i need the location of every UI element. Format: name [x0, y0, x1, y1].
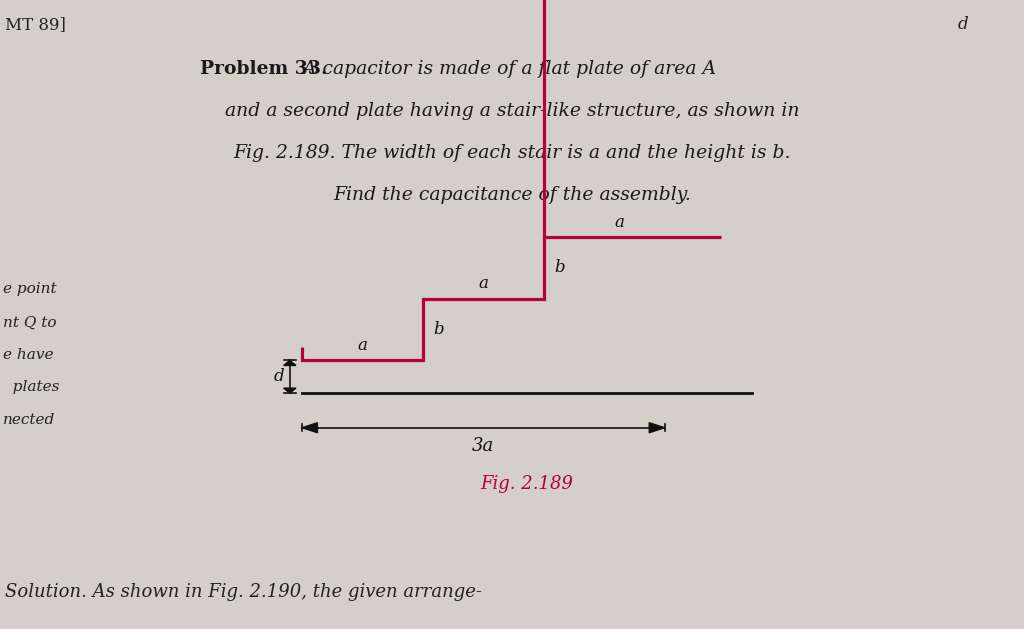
Text: Fig. 2.189. The width of each stair is a and the height is b.: Fig. 2.189. The width of each stair is a… — [233, 144, 791, 162]
Text: and a second plate having a stair-like structure, as shown in: and a second plate having a stair-like s… — [224, 102, 800, 120]
Text: A capacitor is made of a flat plate of area A: A capacitor is made of a flat plate of a… — [297, 60, 716, 78]
Polygon shape — [284, 388, 296, 393]
Polygon shape — [284, 360, 296, 365]
Text: a: a — [614, 214, 625, 231]
Text: e have: e have — [3, 348, 53, 362]
Text: nt Q to: nt Q to — [3, 316, 56, 330]
Text: Find the capacitance of the assembly.: Find the capacitance of the assembly. — [333, 186, 691, 204]
Text: MT 89]: MT 89] — [5, 16, 66, 33]
Polygon shape — [649, 423, 665, 433]
Text: d: d — [957, 16, 968, 33]
Text: nected: nected — [3, 413, 55, 426]
Text: a: a — [357, 337, 368, 354]
Text: plates: plates — [3, 381, 59, 394]
Text: Solution. As shown in Fig. 2.190, the given arrange-: Solution. As shown in Fig. 2.190, the gi… — [5, 582, 482, 601]
Text: d: d — [274, 368, 285, 386]
Text: Fig. 2.189: Fig. 2.189 — [480, 475, 573, 493]
Text: b: b — [554, 259, 564, 277]
Text: a: a — [478, 276, 488, 292]
Text: 3a: 3a — [472, 437, 495, 455]
Text: Problem 33.: Problem 33. — [200, 60, 328, 78]
Text: b: b — [433, 321, 443, 338]
Polygon shape — [302, 423, 317, 433]
Text: e point: e point — [3, 282, 56, 296]
